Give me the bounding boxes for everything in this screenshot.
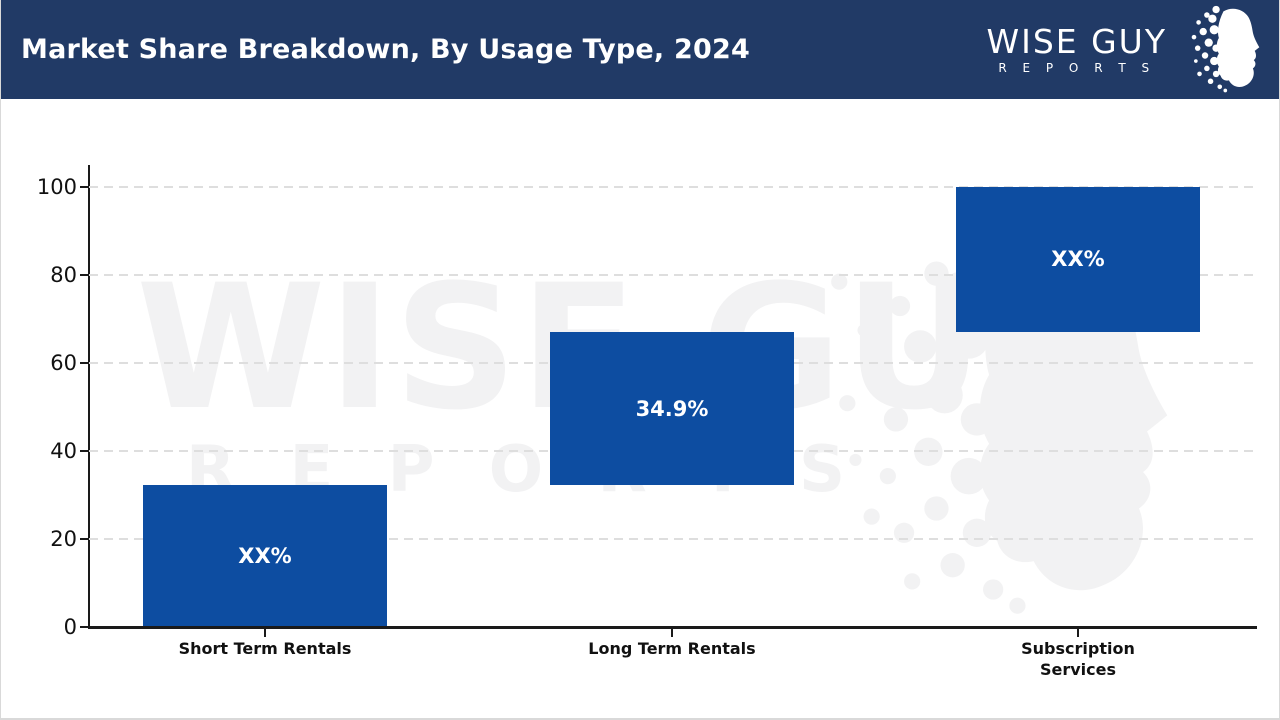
y-tick-label-60: 60 [50, 351, 77, 375]
y-tick-0 [80, 626, 88, 628]
chart-title: Market Share Breakdown, By Usage Type, 2… [21, 34, 750, 65]
y-tick-100 [80, 186, 88, 188]
y-tick-60 [80, 362, 88, 364]
y-tick-80 [80, 274, 88, 276]
logo-wordmark: WISE GUY [986, 21, 1167, 61]
x-axis-line [88, 626, 1257, 629]
y-axis-line [88, 165, 90, 629]
logo-subtitle: R E P O R T S [998, 60, 1156, 75]
y-tick-label-20: 20 [50, 527, 77, 551]
watermark-head-icon [831, 233, 1168, 614]
gridline-20 [89, 538, 1256, 540]
bar-value-label: 34.9% [635, 396, 709, 421]
bar-value-label: XX% [238, 544, 292, 569]
y-tick-label-100: 100 [36, 175, 77, 199]
gridline-80 [89, 274, 1256, 276]
y-tick-label-80: 80 [50, 263, 77, 287]
logo-text: WISE GUY R E P O R T S [986, 25, 1167, 75]
x-tick-0 [264, 629, 266, 637]
x-category-label-2: Subscription Services [1021, 639, 1135, 679]
x-tick-2 [1077, 629, 1079, 637]
bar-long-term-rentals: 34.9% [550, 331, 794, 486]
bar-subscription-services: XX% [956, 187, 1200, 332]
y-tick-20 [80, 538, 88, 540]
logo-head-icon [1191, 5, 1260, 92]
y-tick-40 [80, 450, 88, 452]
header-bar: Market Share Breakdown, By Usage Type, 2… [1, 0, 1279, 99]
wiseguy-logo: WISE GUY R E P O R T S [986, 4, 1263, 96]
gridline-100 [89, 186, 1256, 188]
bar-short-term-rentals: XX% [143, 485, 387, 627]
y-tick-label-40: 40 [50, 439, 77, 463]
y-tick-label-0: 0 [63, 615, 77, 639]
bar-value-label: XX% [1051, 247, 1105, 272]
x-tick-1 [671, 629, 673, 637]
x-category-label-1: Long Term Rentals [588, 639, 756, 658]
x-category-label-0: Short Term Rentals [178, 639, 352, 658]
